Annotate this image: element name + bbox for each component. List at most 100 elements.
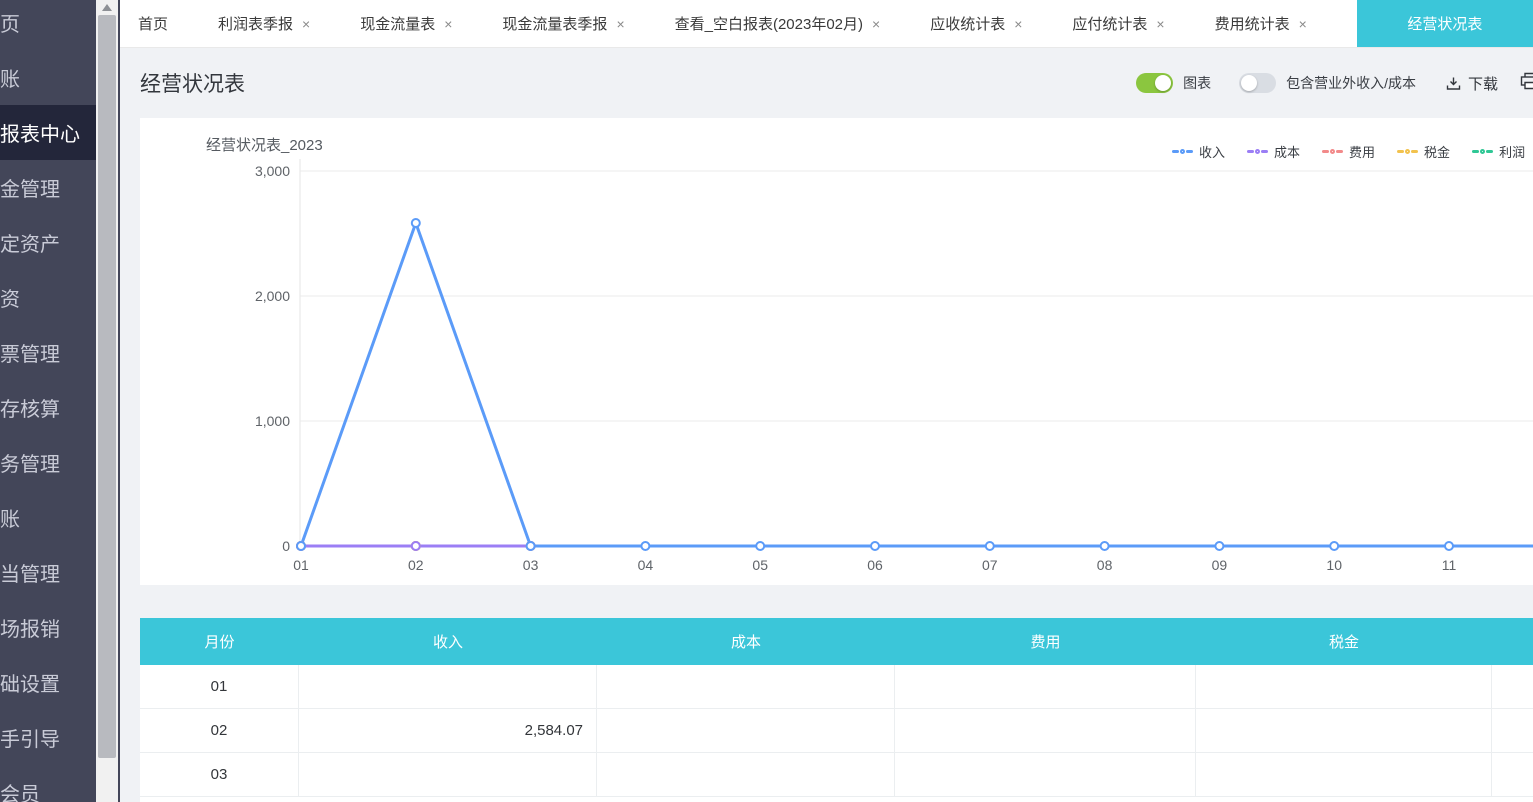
sidebar-item[interactable]: 金管理 [0,160,96,215]
table-header-cell: 月份 [204,634,235,651]
table-cell-expense [895,753,1196,797]
sidebar-item-label: 报表中心 [0,124,80,146]
legend-label: 税金 [1424,145,1451,160]
download-label: 下载 [1467,75,1498,93]
table-cell-tax [1196,665,1492,709]
svg-text:05: 05 [752,557,768,573]
svg-text:01: 01 [293,557,309,573]
tab-close-icon[interactable]: × [616,15,625,32]
tab-label: 利润表季报 [218,16,294,33]
toggle-knob [1241,75,1258,91]
table-header-row: 月份 收入 成本 费用 税金 [140,618,1533,665]
chart-legend: 收入 成本 费用 税金 利润 [1172,142,1533,161]
legend-marker-icon [1480,149,1486,154]
table-cell-income: 2,584.07 [299,709,597,753]
scroll-up-icon [102,4,112,11]
svg-text:3,000: 3,000 [255,163,290,179]
chart-title: 经营状况表_2023 [206,137,323,154]
legend-label: 费用 [1349,145,1376,160]
sidebar-item[interactable]: 场报销 [0,600,96,655]
download-button[interactable]: 下载 [1446,73,1498,94]
tab-close-icon[interactable]: × [872,15,881,32]
tab[interactable]: 现金流量表季报 × [502,0,624,47]
table-cell-income [299,665,597,709]
tab[interactable]: 现金流量表 × [360,0,452,47]
tab-close-icon[interactable]: × [1014,15,1023,32]
svg-text:10: 10 [1326,557,1342,573]
sidebar-item[interactable]: 账 [0,50,96,105]
tab-bar: 首页 利润表季报 × 现金流量表 × 现金流量表季报 × 查看_空白报表(2023年02月) ×… [120,0,1533,48]
legend-marker-icon [1261,150,1269,153]
legend-item[interactable]: 成本 [1247,142,1300,161]
sidebar-item[interactable]: 存核算 [0,380,96,435]
table-body: 01 02 2,584.07 03 [140,665,1533,797]
tab-close-icon[interactable]: × [1298,15,1307,32]
svg-text:08: 08 [1097,557,1113,573]
table-cell-month: 03 [140,753,299,797]
tab-label: 应收统计表 [930,16,1006,33]
sidebar-item[interactable]: 票管理 [0,325,96,380]
sidebar-item[interactable]: 手引导 [0,710,96,765]
sidebar-item[interactable]: 务管理 [0,435,96,490]
tab-active[interactable]: 经营状况表 [1356,0,1533,47]
tab[interactable]: 首页 [138,0,168,47]
sidebar-item-label: 手引导 [0,729,60,751]
table-cell-month: 02 [140,709,299,753]
sidebar-item-label: 票管理 [0,344,60,366]
sidebar-item[interactable]: 会员 [0,765,96,802]
sidebar-item-label: 会员 [0,784,40,802]
page-title: 经营状况表 [140,73,245,96]
scroll-up-button[interactable] [96,0,118,15]
sidebar-scrollbar[interactable] [96,0,118,802]
sidebar-item-label: 资 [0,289,20,311]
legend-marker-icon [1411,150,1419,153]
legend-item[interactable]: 费用 [1322,142,1375,161]
include-nonoperating-toggle[interactable] [1239,73,1277,93]
report-table: 月份 收入 成本 费用 税金 01 02 2,584.07 03 [140,618,1533,802]
sidebar-item-label: 金管理 [0,179,60,201]
legend-marker-icon [1247,150,1255,153]
tab[interactable]: 利润表季报 × [218,0,310,47]
sidebar-item[interactable]: 报表中心 [0,105,96,160]
print-button[interactable] [1520,72,1533,95]
table-cell-expense [895,665,1196,709]
tab-label: 查看_空白报表(2023年02月) [674,16,864,33]
tab[interactable]: 应收统计表 × [930,0,1022,47]
chart-toggle[interactable] [1136,73,1174,93]
tab-label: 经营状况表 [1407,16,1483,33]
legend-item[interactable]: 利润 [1472,142,1525,161]
tab[interactable]: 查看_空白报表(2023年02月) × [675,0,881,47]
sidebar-item[interactable]: 账 [0,490,96,545]
legend-marker-icon [1486,150,1494,153]
legend-marker-icon [1472,150,1480,153]
legend-item[interactable]: 税金 [1397,142,1450,161]
table-cell-cost [597,665,895,709]
sidebar-item[interactable]: 资 [0,270,96,325]
svg-text:0: 0 [282,538,290,554]
table-row-partial [140,797,1533,802]
sidebar: 页账报表中心 金管理 定资产资票管理 存核算 务管理账当管理 场报销 础设置 手引导 会员 [0,0,120,802]
scrollbar-thumb[interactable] [98,15,116,758]
sidebar-item[interactable]: 当管理 [0,545,96,600]
tab[interactable]: 费用统计表 × [1215,0,1307,47]
legend-item[interactable]: 收入 [1172,142,1225,161]
table-cell [1492,753,1533,797]
sidebar-item-label: 定资产 [0,234,60,256]
legend-label: 成本 [1274,145,1301,160]
tab[interactable]: 应付统计表 × [1072,0,1164,47]
sidebar-item-label: 务管理 [0,454,60,476]
chart-toggle-label: 图表 [1183,75,1212,91]
sidebar-item[interactable]: 定资产 [0,215,96,270]
legend-marker-icon [1405,149,1411,154]
tab-close-icon[interactable]: × [444,15,453,32]
table-cell-expense [895,709,1196,753]
sidebar-item[interactable]: 页 [0,0,96,50]
print-icon [1520,72,1533,89]
legend-label: 利润 [1499,145,1526,160]
legend-marker-icon [1172,150,1179,153]
sidebar-item[interactable]: 础设置 [0,655,96,710]
tab-close-icon[interactable]: × [302,15,311,32]
main-area: 首页 利润表季报 × 现金流量表 × 现金流量表季报 × 查看_空白报表(2023年02月) ×… [120,0,1533,802]
tab-close-icon[interactable]: × [1156,15,1165,32]
